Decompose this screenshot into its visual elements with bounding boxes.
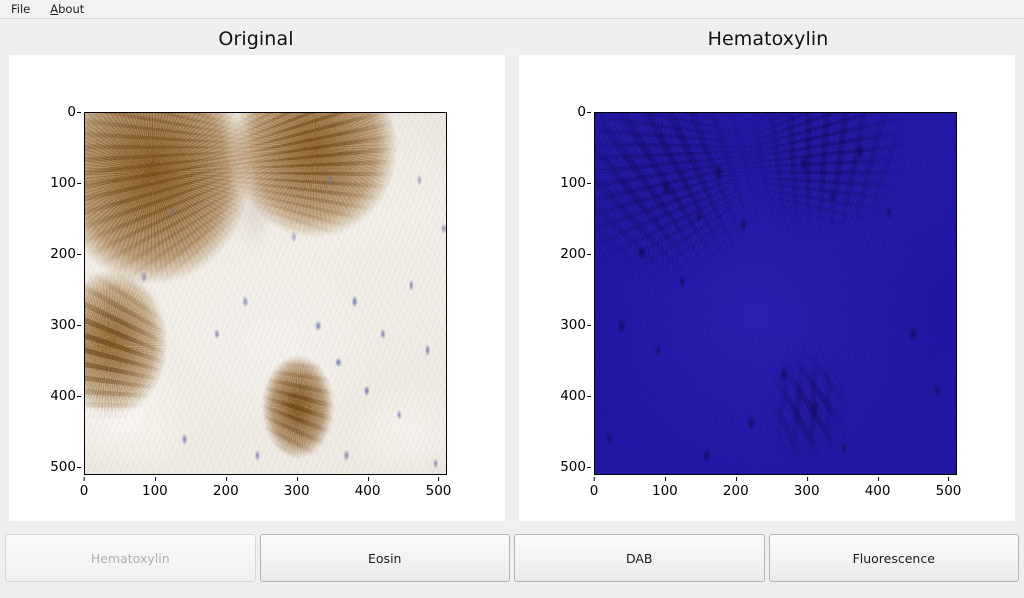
ytick-label: 500 — [50, 459, 81, 475]
ytick-label: 100 — [50, 175, 81, 191]
menu-item-file[interactable]: File — [11, 2, 31, 16]
xtick-label: 100 — [142, 477, 168, 499]
ytick-label: 0 — [577, 104, 591, 120]
hematoxylin-channel-image — [595, 113, 956, 474]
image-hematoxylin — [595, 113, 956, 474]
menu-bar: File About — [0, 0, 1024, 19]
ytick-label: 0 — [67, 104, 81, 120]
ytick-label: 400 — [560, 388, 591, 404]
stain-button-bar: Hematoxylin Eosin DAB Fluorescence — [0, 530, 1024, 598]
ytick-label: 200 — [560, 246, 591, 262]
ihc-nuclei-layer — [85, 113, 446, 474]
image-original — [85, 113, 446, 474]
stain-button-dab[interactable]: DAB — [514, 534, 765, 582]
ihc-vignette — [85, 113, 446, 474]
ihc-histology-image — [85, 113, 446, 474]
axes-frame-original — [84, 112, 447, 475]
panel-original: Original — [0, 19, 512, 530]
ytick-label: 300 — [50, 317, 81, 333]
ihc-fibre-texture — [85, 113, 446, 474]
xtick-label: 500 — [936, 477, 961, 499]
menu-item-about[interactable]: About — [50, 2, 85, 16]
plot-panels: Original — [0, 19, 1024, 530]
ytick-label: 400 — [50, 388, 81, 404]
stain-button-fluorescence[interactable]: Fluorescence — [768, 534, 1019, 582]
xtick-label: 200 — [723, 477, 749, 499]
matplotlib-canvas-original[interactable]: 0 100 200 300 400 500 0 100 200 300 400 … — [9, 55, 505, 521]
hema-speckle-layer — [595, 113, 956, 474]
xtick-label: 400 — [355, 477, 381, 499]
hema-fibre-texture — [595, 113, 956, 474]
xtick-label: 0 — [80, 477, 88, 499]
axes-hematoxylin: 0 100 200 300 400 500 0 100 200 300 400 … — [560, 104, 961, 499]
xtick-label: 100 — [652, 477, 678, 499]
ytick-label: 100 — [560, 175, 591, 191]
xtick-label: 200 — [213, 477, 239, 499]
stain-button-hematoxylin[interactable]: Hematoxylin — [5, 534, 256, 582]
panel-title-hematoxylin: Hematoxylin — [707, 28, 829, 50]
hema-nuclei-layer — [595, 113, 956, 474]
ytick-label: 500 — [560, 459, 591, 475]
xtick-label: 400 — [865, 477, 891, 499]
matplotlib-canvas-hematoxylin[interactable]: 0 100 200 300 400 500 0 100 200 300 400 … — [519, 55, 1015, 521]
ytick-label: 200 — [50, 246, 81, 262]
xtick-label: 0 — [590, 477, 598, 499]
xtick-label: 500 — [426, 477, 451, 499]
stain-button-eosin[interactable]: Eosin — [259, 534, 510, 582]
panel-title-original: Original — [218, 28, 294, 50]
xtick-label: 300 — [284, 477, 310, 499]
panel-hematoxylin: Hematoxylin 0 100 — [512, 19, 1024, 530]
axes-frame-hematoxylin — [594, 112, 957, 475]
axes-original: 0 100 200 300 400 500 0 100 200 300 400 … — [50, 104, 451, 499]
ytick-label: 300 — [560, 317, 591, 333]
xtick-label: 300 — [794, 477, 820, 499]
